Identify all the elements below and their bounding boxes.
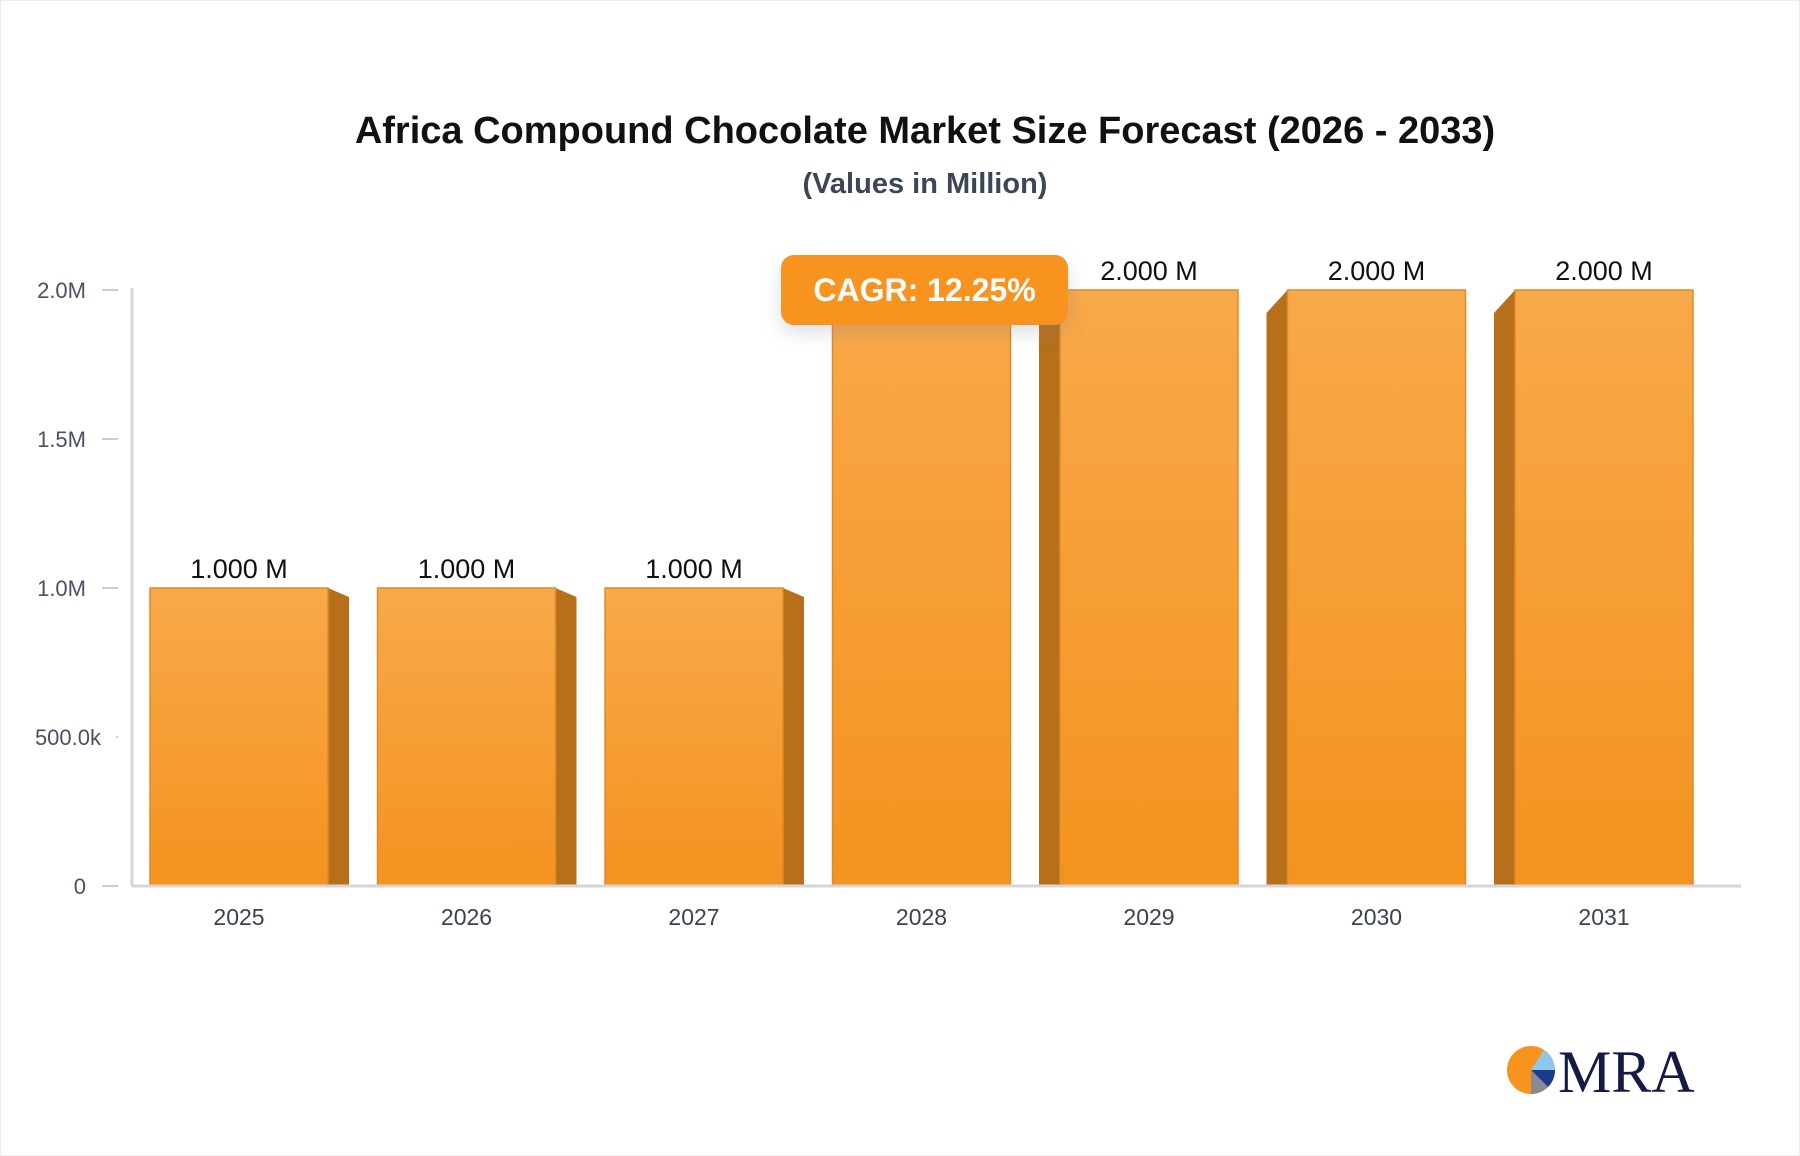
chart-title: Africa Compound Chocolate Market Size Fo… [354, 110, 1496, 152]
bar [1059, 289, 1239, 887]
bar-value-label: 1.000 M [645, 554, 743, 584]
y-tick-label: 1.5M [37, 427, 86, 452]
x-tick-label: 2028 [896, 904, 947, 930]
mra-logo: MRA [1506, 1040, 1696, 1100]
bar-value-label: 1.000 M [418, 554, 516, 584]
y-tick-label: 500.0k [35, 725, 102, 750]
bar-2031: 2.000 M 2031 [1494, 256, 1694, 930]
bar-side [783, 588, 804, 886]
x-tick-label: 2030 [1351, 904, 1402, 930]
bar-2025: 1.000 M 2025 [149, 554, 349, 930]
y-tick-label: 0 [74, 874, 86, 899]
bar-side [1039, 290, 1060, 886]
bar [149, 587, 329, 887]
bar [1286, 289, 1467, 887]
cagr-annotation: CAGR: 12.25% [781, 255, 1068, 325]
logo-text: MRA [1558, 1040, 1695, 1100]
bar-2028: 2028 [831, 289, 1012, 930]
x-tick-label: 2025 [213, 904, 264, 930]
y-tick-label: 2.0M [37, 278, 86, 303]
bar [376, 587, 557, 887]
bar [1514, 289, 1694, 887]
bar-value-label: 1.000 M [190, 554, 288, 584]
chart-subtitle: (Values in Million) [802, 168, 1048, 200]
bar-side [1494, 290, 1515, 886]
bar-value-label: 2.000 M [1100, 256, 1198, 286]
bar-side [555, 588, 577, 886]
y-tick-label: 1.0M [37, 576, 86, 601]
bar-side [1266, 290, 1288, 886]
bar-value-label: 2.000 M [1555, 256, 1653, 286]
bar-side [328, 588, 349, 886]
x-tick-label: 2031 [1578, 904, 1629, 930]
x-tick-label: 2026 [441, 904, 492, 930]
bar [831, 289, 1012, 887]
bar-2026: 1.000 M 2026 [376, 554, 577, 930]
bar-2029: 2.000 M 2029 [1039, 256, 1239, 930]
logo-pie-icon: MRA [1507, 1040, 1695, 1100]
x-tick-label: 2027 [668, 904, 719, 930]
x-tick-label: 2029 [1123, 904, 1174, 930]
bar [604, 587, 784, 887]
bar-value-label: 2.000 M [1328, 256, 1426, 286]
bar-2027: 1.000 M 2027 [604, 554, 804, 930]
bar-2030: 2.000 M 2030 [1266, 256, 1467, 930]
